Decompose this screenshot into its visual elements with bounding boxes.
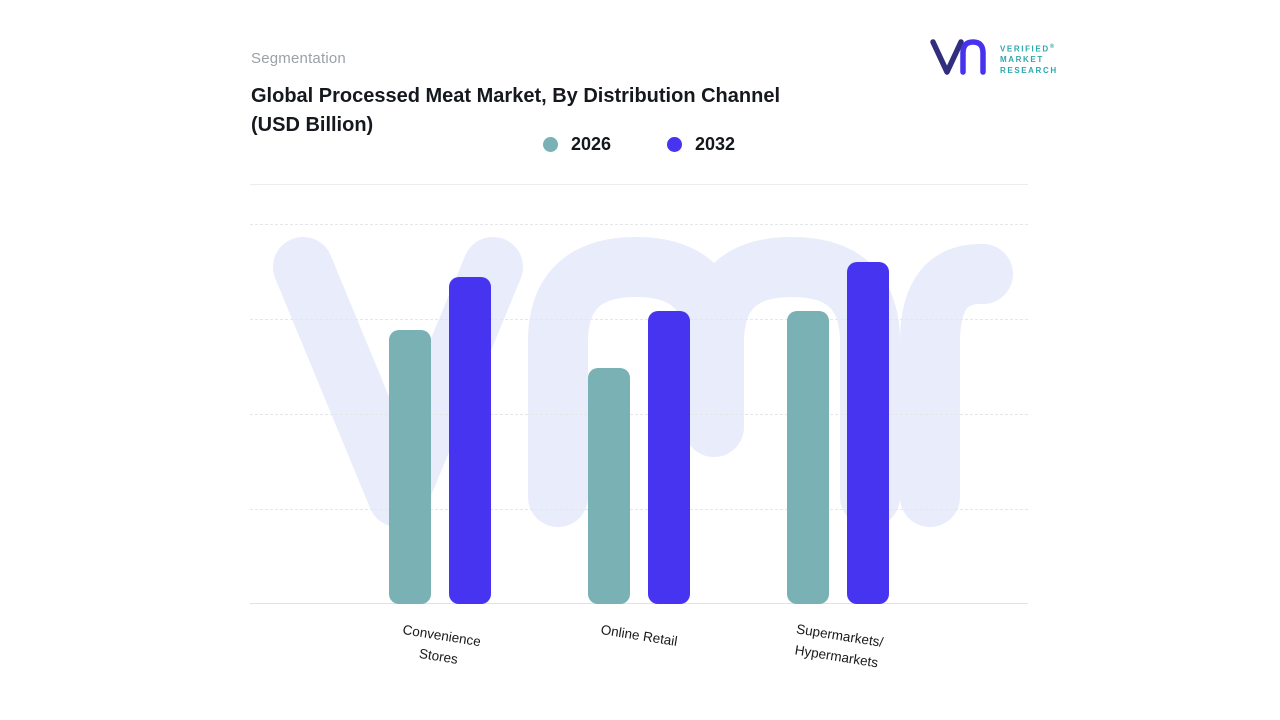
legend-dot-icon: [542, 137, 558, 152]
bar-groups: Convenience Stores Online Retail Supermark…: [250, 224, 1028, 670]
legend-label: 2032: [695, 134, 736, 154]
x-axis-label: Online Retail: [599, 622, 679, 649]
bar-2032: [648, 311, 690, 604]
chart-title: Global Processed Meat Market, By Distrib…: [251, 85, 781, 136]
legend-item-2032: 2032: [667, 134, 735, 155]
x-axis-label: Convenience Stores: [401, 622, 482, 667]
bar-2032: [449, 277, 491, 604]
registered-mark: ®: [1049, 43, 1056, 50]
eyebrow-label: Segmentation: [251, 50, 346, 67]
bar-2026: [787, 311, 829, 604]
gridline: [250, 414, 1028, 415]
bar-group: Online Retail: [588, 224, 690, 649]
gridline: [250, 224, 1028, 225]
legend-item-2026: 2026: [542, 134, 611, 155]
vmr-logo-mark-icon: [928, 36, 990, 83]
bar-group: Supermarkets/ Hypermarkets: [787, 224, 889, 670]
gridline: [250, 319, 1028, 320]
bar-2032: [847, 262, 889, 604]
x-axis-label: Supermarkets/ Hypermarkets: [793, 621, 885, 671]
gridline: [250, 509, 1028, 510]
vmr-logo: VERIFIED® MARKET RESEARCH: [928, 36, 1058, 83]
header-divider: [250, 184, 1028, 185]
bar-2026: [588, 368, 630, 604]
x-axis-baseline: [250, 603, 1028, 604]
vmr-logo-text: VERIFIED® MARKET RESEARCH: [1000, 43, 1058, 75]
bar-2026: [389, 330, 431, 604]
bar-group: Convenience Stores: [389, 224, 491, 667]
legend-dot-icon: [667, 137, 682, 152]
legend-label: 2026: [570, 134, 611, 154]
chart-legend: 2026 2032: [250, 134, 1028, 155]
plot-area: Convenience Stores Online Retail Supermark…: [250, 224, 1028, 670]
